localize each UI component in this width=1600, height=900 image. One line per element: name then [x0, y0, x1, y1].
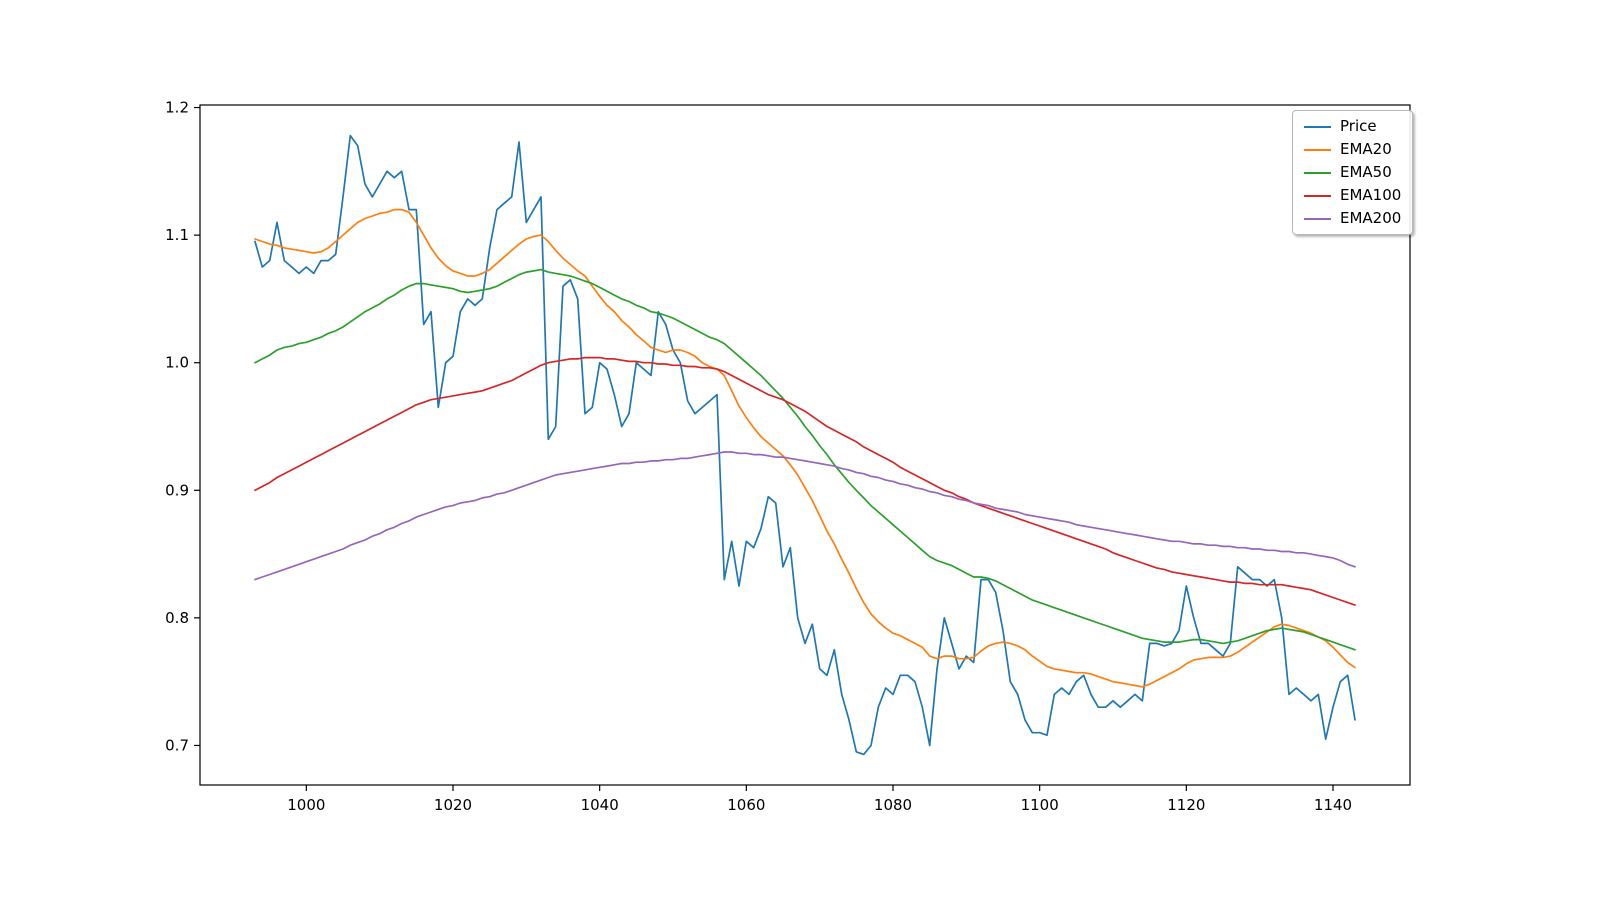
legend-line-ema20 — [1304, 148, 1331, 151]
series-line-ema100 — [254, 356, 1356, 606]
legend-label-price: Price — [1340, 117, 1377, 135]
legend-item-ema100: EMA100 — [1304, 187, 1401, 204]
x-tick-label: 1140 — [1314, 796, 1352, 814]
legend-line-ema100 — [1304, 194, 1331, 197]
series-line-price — [254, 134, 1356, 756]
legend-line-price — [1304, 125, 1331, 128]
legend-label-ema50: EMA50 — [1340, 163, 1392, 181]
y-tick-label: 0.7 — [165, 736, 189, 754]
legend: Price EMA20 EMA50 EMA100 EMA200 — [1292, 110, 1414, 235]
x-tick-label: 1120 — [1167, 796, 1205, 814]
legend-label-ema200: EMA200 — [1340, 209, 1402, 227]
y-tick-label: 0.8 — [165, 609, 189, 627]
legend-line-ema50 — [1304, 171, 1331, 174]
legend-line-ema200 — [1304, 217, 1331, 220]
series-line-ema20 — [254, 208, 1356, 688]
x-tick-label: 1100 — [1021, 796, 1059, 814]
series-line-ema50 — [254, 268, 1356, 651]
legend-item-price: Price — [1304, 118, 1401, 135]
legend-item-ema200: EMA200 — [1304, 210, 1401, 227]
x-tick-label: 1060 — [727, 796, 765, 814]
y-tick-label: 1.0 — [165, 354, 189, 372]
y-tick-label: 1.1 — [165, 226, 189, 244]
x-tick-label: 1020 — [434, 796, 472, 814]
x-tick-label: 1000 — [287, 796, 325, 814]
y-tick-label: 0.9 — [165, 481, 189, 499]
x-tick-label: 1080 — [874, 796, 912, 814]
legend-label-ema20: EMA20 — [1340, 140, 1392, 158]
legend-item-ema50: EMA50 — [1304, 164, 1401, 181]
legend-label-ema100: EMA100 — [1340, 186, 1402, 204]
x-tick-label: 1040 — [581, 796, 619, 814]
y-tick-label: 1.2 — [165, 99, 189, 117]
plot-border — [199, 104, 1411, 786]
series-line-ema200 — [254, 451, 1356, 581]
legend-item-ema20: EMA20 — [1304, 141, 1401, 158]
